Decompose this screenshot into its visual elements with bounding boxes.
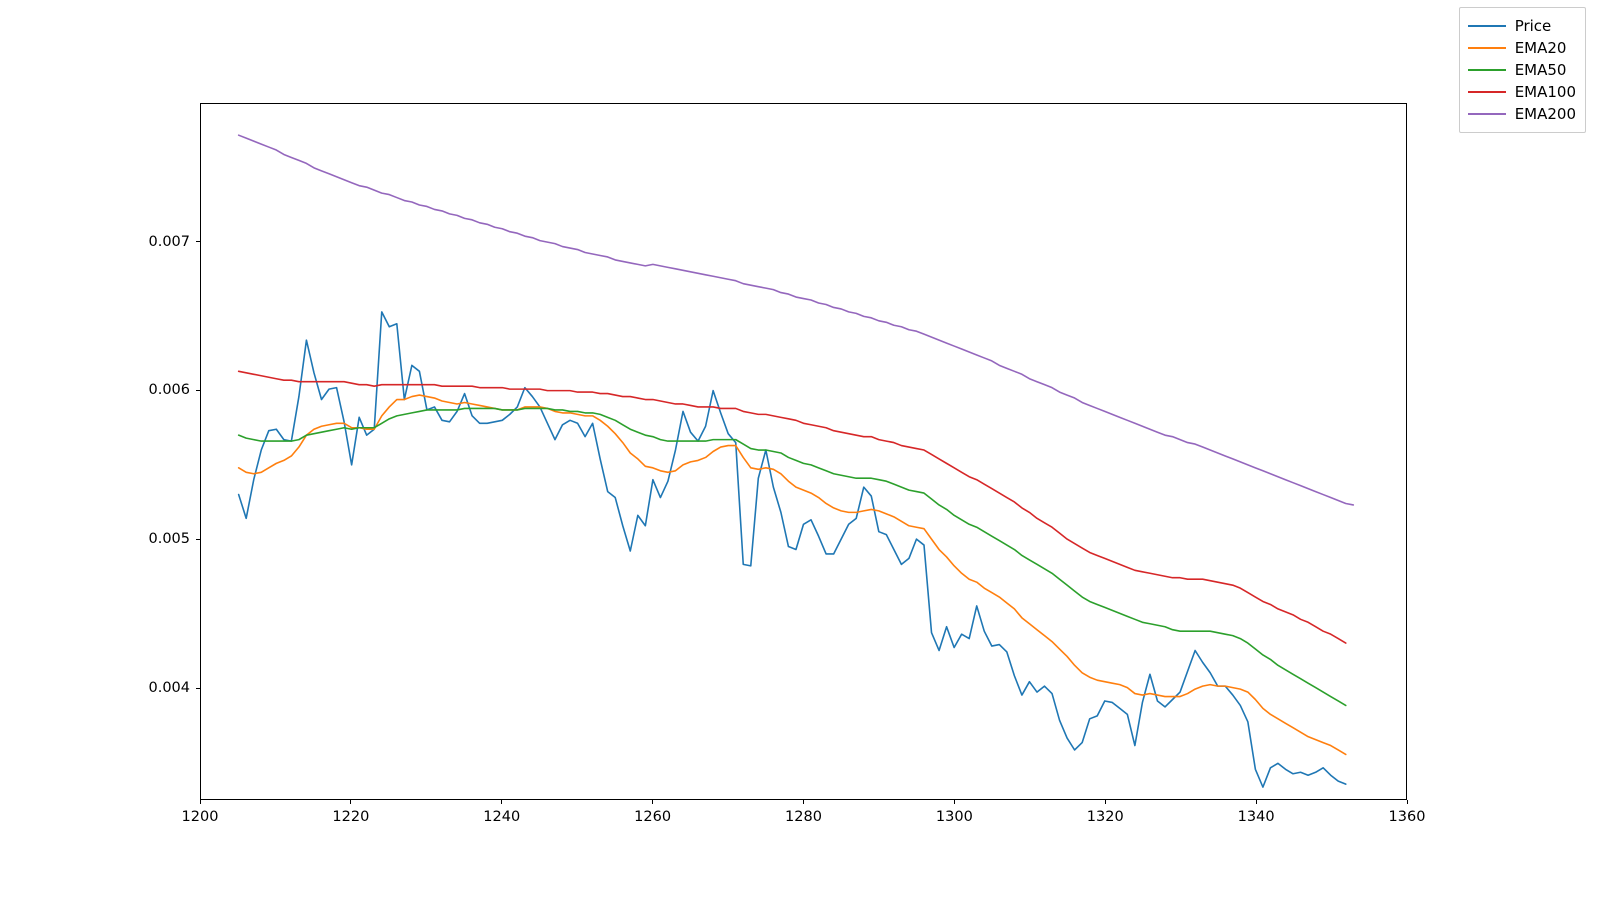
legend-item-price[interactable]: Price [1467,15,1576,37]
x-tick-label: 1220 [332,809,370,825]
legend-swatch-ema200 [1467,113,1506,115]
x-tick-label: 1260 [634,809,672,825]
legend-swatch-ema100 [1467,91,1506,93]
legend-swatch-price [1467,25,1506,27]
x-tick-mark [501,800,503,804]
plot-svg [201,104,1406,799]
series-line-ema200 [239,135,1354,505]
legend-item-ema100[interactable]: EMA100 [1467,81,1576,103]
x-tick-mark [350,800,352,804]
x-tick-mark [803,800,805,804]
x-tick-label: 1200 [181,809,219,825]
x-tick-mark [1406,800,1408,804]
legend-label: EMA20 [1514,38,1567,57]
legend-label: EMA100 [1514,82,1576,101]
x-tick-mark [652,800,654,804]
series-line-ema20 [239,395,1346,754]
y-tick-label: 0.004 [148,680,190,697]
legend-item-ema20[interactable]: EMA20 [1467,37,1576,59]
x-tick-mark [199,800,201,804]
series-line-price [239,312,1346,787]
legend-label: Price [1514,16,1552,35]
legend-swatch-ema20 [1467,47,1506,49]
y-tick-mark [196,389,200,392]
x-tick-mark [1104,800,1106,804]
legend-label: EMA50 [1514,60,1567,79]
x-tick-label: 1320 [1086,809,1124,825]
x-tick-mark [1255,800,1257,804]
y-tick-label: 0.006 [148,382,190,399]
series-line-ema50 [239,408,1346,705]
x-tick-label: 1300 [935,809,973,825]
legend-swatch-ema50 [1467,69,1506,71]
legend-item-ema200[interactable]: EMA200 [1467,103,1576,125]
y-tick-label: 0.005 [148,531,190,548]
series-line-ema100 [239,371,1346,643]
chart-legend[interactable]: Price EMA20 EMA50 EMA100 EMA200 [1458,7,1586,133]
y-tick-mark [196,538,200,540]
y-tick-mark [196,687,200,689]
x-tick-label: 1340 [1237,809,1275,825]
legend-label: EMA200 [1514,104,1576,123]
y-tick-label: 0.007 [148,233,190,250]
y-tick-mark [196,241,200,243]
x-tick-mark [953,800,955,804]
x-tick-label: 1280 [785,809,822,825]
x-tick-label: 1360 [1388,809,1426,825]
plot-area [200,103,1407,800]
legend-item-ema50[interactable]: EMA50 [1467,59,1576,81]
x-tick-label: 1240 [483,809,521,825]
